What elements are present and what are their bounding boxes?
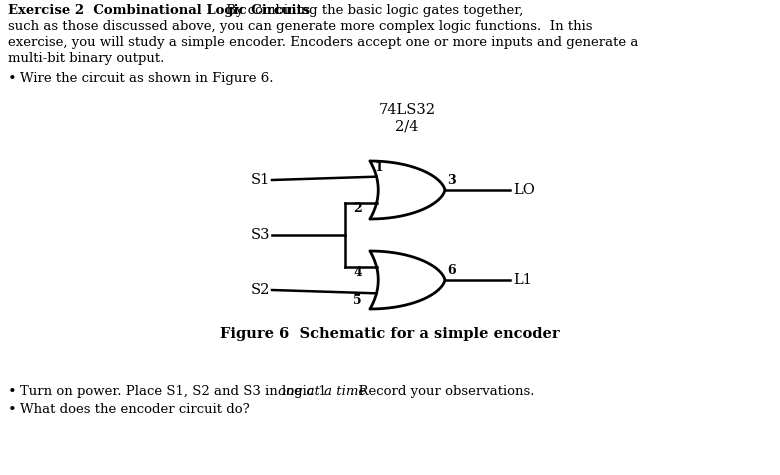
Text: •: • — [8, 72, 16, 86]
Text: such as those discussed above, you can generate more complex logic functions.  I: such as those discussed above, you can g… — [8, 20, 593, 33]
Text: exercise, you will study a simple encoder. Encoders accept one or more inputs an: exercise, you will study a simple encode… — [8, 36, 638, 49]
Text: one at a time: one at a time — [278, 385, 367, 398]
Text: •: • — [8, 403, 16, 417]
Text: By combining the basic logic gates together,: By combining the basic logic gates toget… — [222, 4, 523, 17]
Text: S3: S3 — [250, 228, 270, 242]
Text: 2/4: 2/4 — [395, 120, 419, 134]
Text: S1: S1 — [250, 173, 270, 187]
Text: Turn on power. Place S1, S2 and S3 in logic 1: Turn on power. Place S1, S2 and S3 in lo… — [20, 385, 331, 398]
Text: 3: 3 — [447, 174, 456, 187]
Text: 2: 2 — [353, 202, 362, 215]
Text: . Record your observations.: . Record your observations. — [350, 385, 534, 398]
Text: 4: 4 — [353, 266, 362, 279]
Text: 74LS32: 74LS32 — [378, 103, 435, 117]
Text: S2: S2 — [250, 283, 270, 297]
Text: L1: L1 — [513, 273, 532, 287]
Text: Wire the circuit as shown in Figure 6.: Wire the circuit as shown in Figure 6. — [20, 72, 274, 85]
Text: What does the encoder circuit do?: What does the encoder circuit do? — [20, 403, 250, 416]
Text: Exercise 2  Combinational Logic Circuits: Exercise 2 Combinational Logic Circuits — [8, 4, 310, 17]
Text: 1: 1 — [374, 161, 383, 174]
Text: multi-bit binary output.: multi-bit binary output. — [8, 52, 165, 65]
Text: 5: 5 — [353, 294, 362, 307]
Text: •: • — [8, 385, 16, 399]
Text: LO: LO — [513, 183, 535, 197]
Text: Figure 6  Schematic for a simple encoder: Figure 6 Schematic for a simple encoder — [220, 327, 560, 341]
Text: 6: 6 — [447, 264, 456, 277]
